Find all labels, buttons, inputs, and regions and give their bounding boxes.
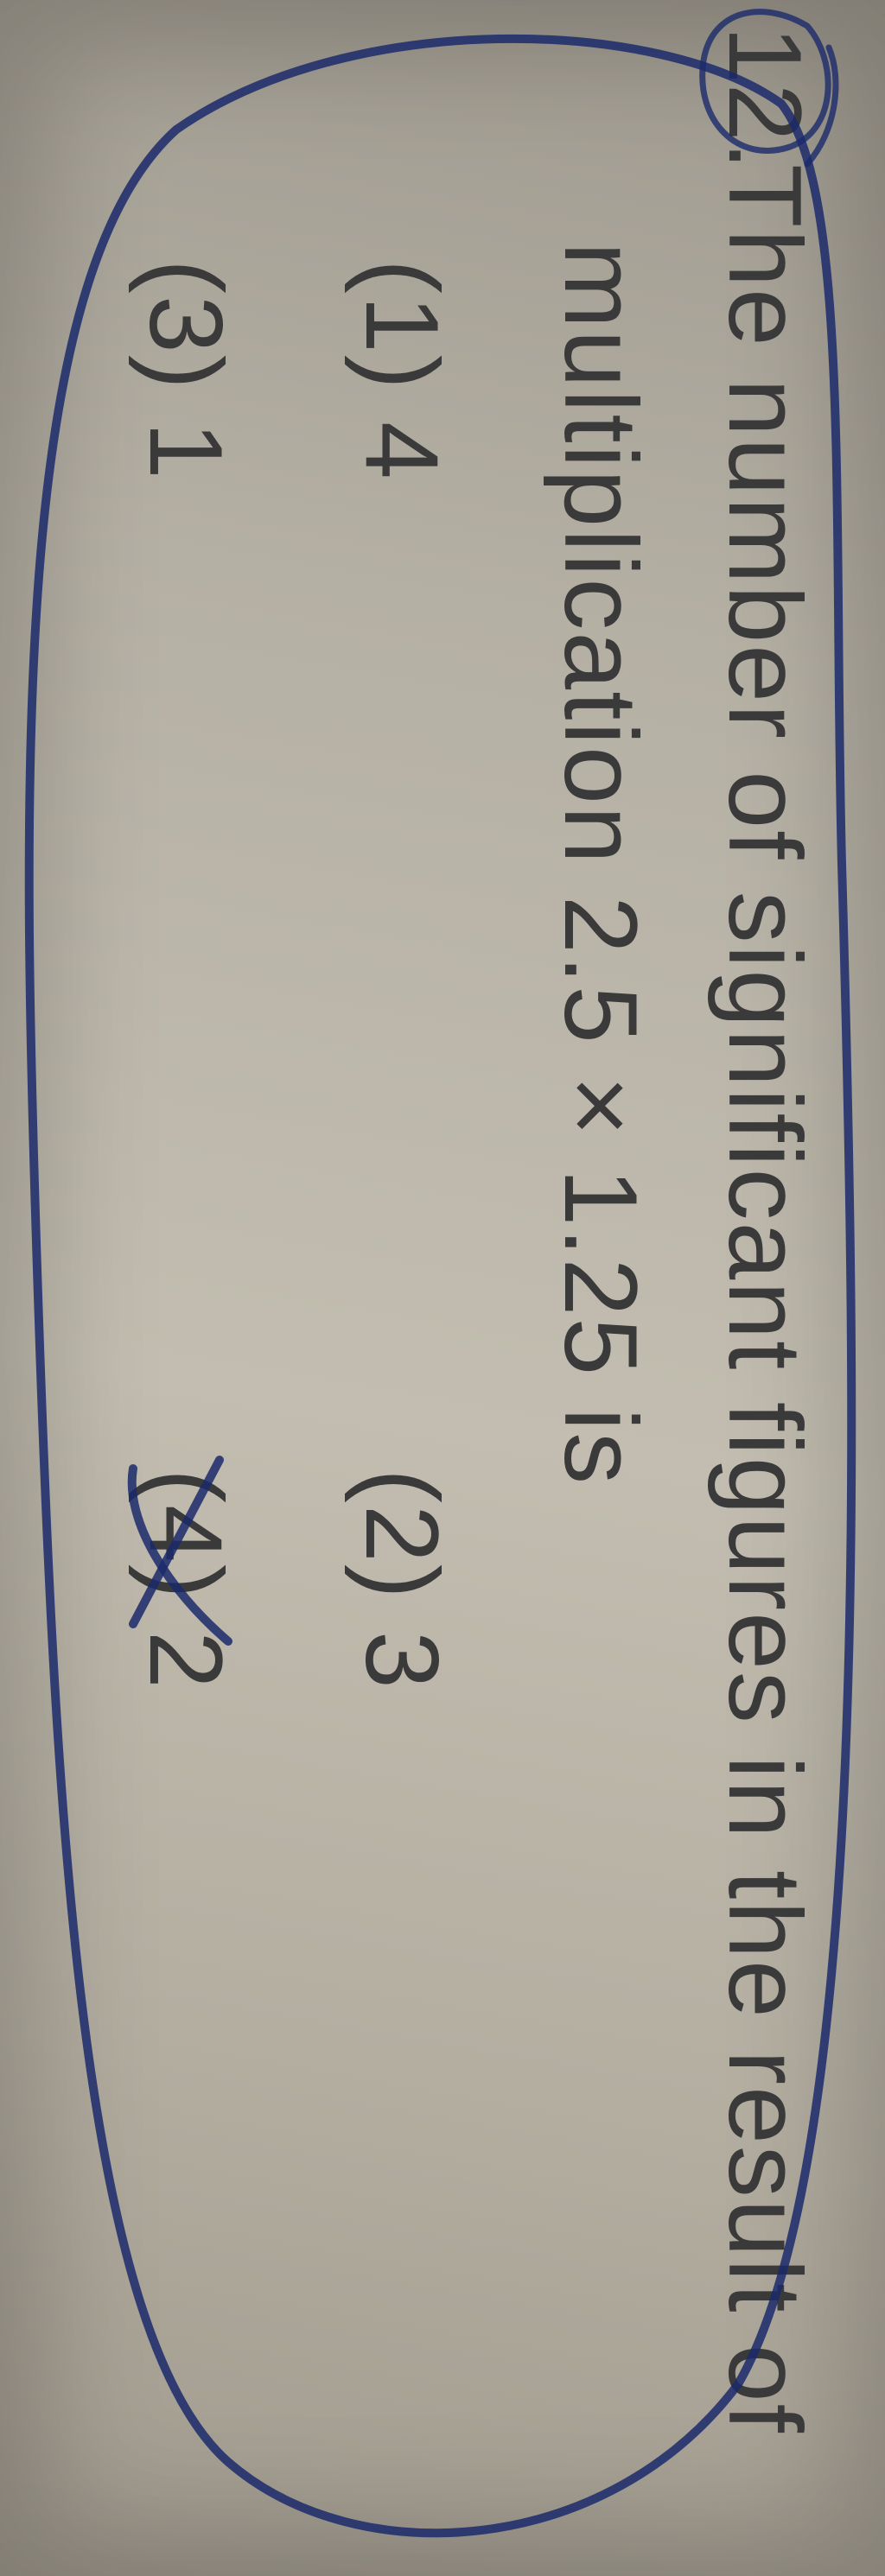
option-3: (3) 1 [126,259,245,481]
question-line-2-prefix: multiplication [543,242,659,896]
rotated-page: 12. The number of significant figures in… [0,846,885,1730]
question-expression: 2.5 × 1.25 [543,896,659,1377]
option-2: (2) 3 [342,1469,462,1691]
question-line-2-suffix: is [543,1377,659,1486]
option-1: (1) 4 [342,259,462,481]
option-4: (4) 2 [126,1469,245,1691]
question-line-2: multiplication 2.5 × 1.25 is [541,242,660,1486]
paper-surface: 12. The number of significant figures in… [0,0,885,2576]
question-number: 12. [705,26,825,170]
question-line-1: The number of significant figures in the… [705,164,825,2434]
